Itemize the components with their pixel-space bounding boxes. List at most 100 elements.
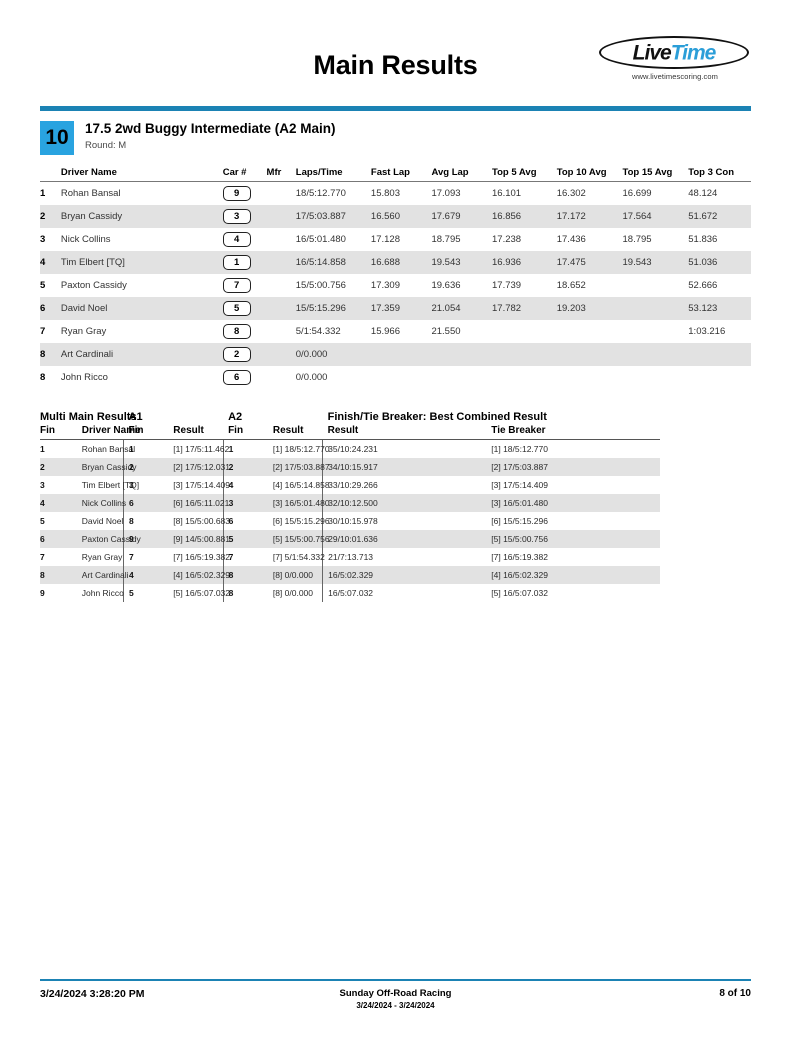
cell-top15-avg: 16.699 — [622, 188, 652, 199]
cell-a1-fin: 8 — [123, 512, 174, 530]
cell-a2-result: [2] 17/5:03.887 — [272, 458, 330, 476]
cell-a2-fin: 8 — [222, 584, 273, 602]
cell-multi-driver: Nick Collins — [81, 494, 126, 512]
cell-multi-fin: 4 — [40, 494, 82, 512]
col-top3-con: Top 3 Con — [688, 167, 751, 182]
cell-position: 4 — [40, 251, 61, 274]
cell-a1-result: [8] 15/5:00.683 — [173, 516, 230, 526]
cell-avg-lap: 19.543 — [431, 251, 493, 274]
multi-main-header-row: Fin Driver Name Fin Result Fin Result Re… — [40, 425, 660, 440]
cell-a1-fin: 9 — [123, 530, 174, 548]
car-number-badge: 6 — [222, 370, 251, 385]
cell-top3-con: 51.036 — [688, 251, 751, 274]
cell-driver-name: Nick Collins — [60, 234, 111, 245]
cell-top3-con — [688, 366, 751, 389]
cell-position: 8 — [40, 372, 46, 383]
cell-multi-fin: 1 — [40, 444, 45, 454]
cell-avg-lap — [431, 343, 493, 366]
class-round: Round: M — [85, 139, 127, 151]
cell-fast-lap: 17.128 — [370, 234, 400, 245]
col-laps-time: Laps/Time — [295, 167, 371, 182]
table-row: 5 David Noel 8 [8] 15/5:00.683 6 [6] 15/5:15.… — [40, 512, 660, 530]
cell-a2-fin: 1 — [222, 439, 273, 458]
footer-timestamp: 3/24/2024 3:28:20 PM — [40, 988, 145, 1000]
table-row: 8 Art Cardinali 2 0/0.000 — [40, 343, 751, 366]
cell-laps-time: 15/5:15.296 — [295, 297, 371, 320]
car-number-badge: 1 — [222, 255, 251, 270]
cell-a1-result: [3] 17/5:14.409 — [173, 480, 230, 490]
cell-top10-avg: 16.302 — [556, 188, 586, 199]
cell-fast-lap: 15.803 — [370, 188, 400, 199]
cell-top5-avg: 16.936 — [492, 251, 557, 274]
cell-top10-avg: 17.475 — [556, 251, 623, 274]
cell-combined-result: 33/10:29.266 — [322, 476, 492, 494]
footer-content: 3/24/2024 3:28:20 PM Sunday Off-Road Rac… — [40, 988, 751, 1016]
cell-mfr — [267, 182, 296, 206]
cell-fast-lap: 17.309 — [370, 280, 400, 291]
car-number-badge: 8 — [222, 324, 251, 339]
cell-a1-result: [2] 17/5:12.031 — [173, 458, 230, 476]
cell-a2-fin: 4 — [222, 476, 273, 494]
cell-mfr — [266, 343, 296, 366]
cell-top10-avg — [557, 320, 623, 343]
cell-a2-result: [3] 16/5:01.480 — [272, 494, 330, 512]
cell-mfr — [267, 274, 296, 297]
results-page: Main Results LiveTime www.livetimescorin… — [0, 36, 791, 1060]
cell-car-number: 2 — [222, 343, 267, 366]
cell-multi-fin: 7 — [40, 552, 45, 562]
cell-multi-fin: 8 — [40, 566, 82, 584]
cell-fast-lap: 15.966 — [370, 326, 400, 337]
multi-main-head: Multi Main Results A1 A2 Finish/Tie Brea… — [40, 411, 660, 440]
cell-a1-fin: 1 — [123, 439, 174, 458]
cell-top10-avg: 19.203 — [556, 297, 623, 320]
car-number-badge: 7 — [222, 278, 251, 293]
multi-main-section: Multi Main Results A1 A2 Finish/Tie Brea… — [40, 411, 751, 602]
table-row: 2 Bryan Cassidy 2 [2] 17/5:12.031 2 [2] 17/5:… — [40, 458, 660, 476]
main-results-header-row: Driver Name Car # Mfr Laps/Time Fast Lap… — [40, 167, 751, 182]
col-car-number: Car # — [222, 167, 267, 182]
car-number-badge: 5 — [222, 301, 251, 316]
cell-combined-result: 16/5:07.032 — [322, 584, 492, 602]
cell-avg-lap: 21.054 — [431, 297, 493, 320]
cell-car-number: 7 — [222, 274, 267, 297]
cell-driver-name: Bryan Cassidy — [60, 205, 223, 228]
col-top15-avg: Top 15 Avg — [622, 167, 689, 182]
cell-avg-lap: 21.550 — [431, 326, 461, 337]
page-header: Main Results LiveTime www.livetimescorin… — [40, 36, 751, 100]
cell-top10-avg — [556, 343, 623, 366]
cell-multi-driver: Tim Elbert [TQ] — [81, 480, 140, 490]
cell-avg-lap: 18.795 — [431, 234, 461, 245]
cell-car-number: 4 — [222, 228, 267, 251]
cell-combined-result: 30/10:15.978 — [322, 512, 492, 530]
cell-top10-avg: 18.652 — [556, 280, 586, 291]
footer-divider — [40, 979, 751, 981]
cell-a1-fin: 4 — [123, 566, 174, 584]
cell-a1-fin: 6 — [123, 494, 174, 512]
col-mfr: Mfr — [266, 167, 296, 182]
footer-page-number: 8 of 10 — [719, 988, 751, 999]
cell-position: 7 — [40, 326, 46, 337]
cell-multi-fin: 3 — [40, 480, 45, 490]
group-combined-label: Finish/Tie Breaker: Best Combined Result — [327, 411, 547, 423]
table-row: 9 John Ricco 5 [5] 16/5:07.032 8 [8] 0/0.000 1… — [40, 584, 660, 602]
cell-laps-time: 17/5:03.887 — [295, 205, 371, 228]
col-top5-avg: Top 5 Avg — [492, 167, 557, 182]
cell-fast-lap — [371, 366, 432, 389]
multi-section-title: Multi Main Results — [40, 411, 137, 423]
cell-driver-name: Ryan Gray — [60, 326, 107, 337]
car-number-badge: 9 — [222, 186, 251, 201]
cell-tie-breaker: [5] 16/5:07.032 — [491, 588, 548, 598]
col-fast-lap: Fast Lap — [370, 167, 432, 182]
cell-a2-result: [5] 15/5:00.756 — [272, 530, 330, 548]
class-header: 10 17.5 2wd Buggy Intermediate (A2 Main)… — [40, 121, 751, 161]
cell-laps-time: 0/0.000 — [295, 343, 371, 366]
cell-tie-breaker: [3] 16/5:01.480 — [491, 494, 660, 512]
table-row: 7 Ryan Gray 7 [7] 16/5:19.382 7 [7] 5/1:54.33… — [40, 548, 660, 566]
multi-main-table: Multi Main Results A1 A2 Finish/Tie Brea… — [40, 411, 660, 602]
cell-driver-name: David Noel — [60, 297, 223, 320]
group-a2-label: A2 — [228, 411, 243, 423]
table-row: 7 Ryan Gray 8 5/1:54.332 15.966 21.550 1:03.21… — [40, 320, 751, 343]
cell-car-number: 5 — [222, 297, 267, 320]
cell-top5-avg: 17.739 — [492, 280, 522, 291]
cell-car-number: 9 — [222, 182, 267, 206]
